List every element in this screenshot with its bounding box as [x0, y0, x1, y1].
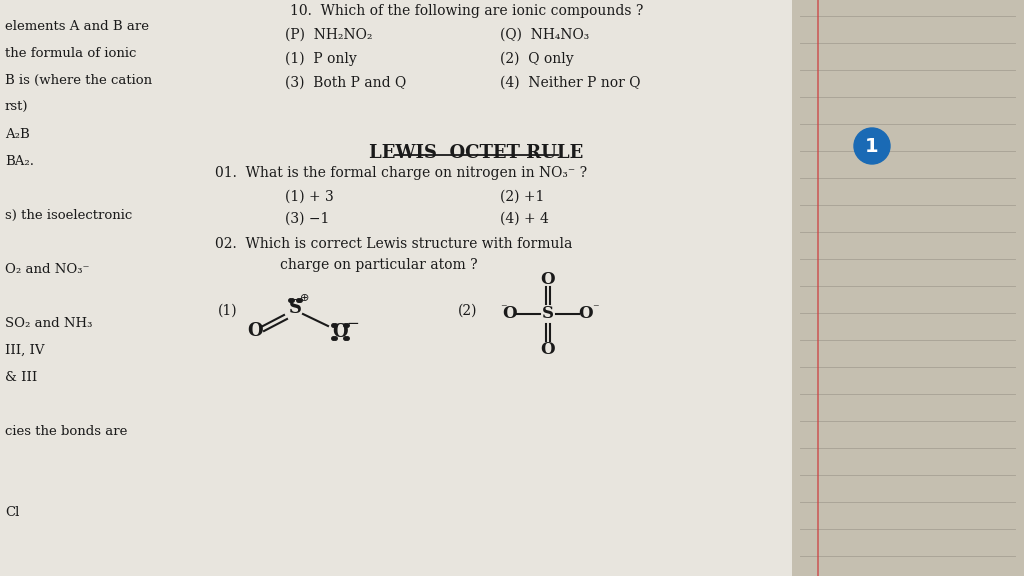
Text: LEWIS  OCTET RULE: LEWIS OCTET RULE [369, 144, 583, 162]
Text: (2): (2) [458, 304, 477, 318]
Text: S: S [542, 305, 554, 323]
Text: (P)  NH₂NO₂: (P) NH₂NO₂ [285, 28, 373, 42]
Text: ⊕: ⊕ [300, 293, 309, 303]
Text: ⁻: ⁻ [592, 302, 598, 316]
Text: the formula of ionic: the formula of ionic [5, 47, 136, 60]
Text: 10.  Which of the following are ionic compounds ?: 10. Which of the following are ionic com… [290, 4, 643, 18]
Text: & III: & III [5, 371, 37, 384]
Text: B is (where the cation: B is (where the cation [5, 74, 153, 87]
Text: O: O [332, 323, 348, 341]
Text: elements A and B are: elements A and B are [5, 20, 150, 33]
Text: (2) +1: (2) +1 [500, 190, 545, 204]
Text: (4)  Neither P nor Q: (4) Neither P nor Q [500, 76, 640, 90]
Text: O: O [579, 305, 593, 323]
Text: S: S [289, 299, 301, 317]
Text: s) the isoelectronic: s) the isoelectronic [5, 209, 132, 222]
Text: 02.  Which is correct Lewis structure with formula: 02. Which is correct Lewis structure wit… [215, 237, 572, 251]
Text: A₂B: A₂B [5, 128, 30, 141]
Text: (3)  Both P and Q: (3) Both P and Q [285, 76, 407, 90]
Text: (2)  Q only: (2) Q only [500, 52, 573, 66]
Text: Cl: Cl [5, 506, 19, 519]
Text: −: − [347, 316, 359, 331]
Text: III, IV: III, IV [5, 344, 44, 357]
Text: O: O [503, 305, 517, 323]
Circle shape [854, 128, 890, 164]
Text: charge on particular atom ?: charge on particular atom ? [280, 258, 477, 272]
FancyBboxPatch shape [0, 0, 792, 576]
Text: BA₂.: BA₂. [5, 155, 34, 168]
Text: (4) + 4: (4) + 4 [500, 212, 549, 226]
Text: (1) + 3: (1) + 3 [285, 190, 334, 204]
Text: ⁻: ⁻ [500, 302, 506, 316]
Text: cies the bonds are: cies the bonds are [5, 425, 127, 438]
Text: 1: 1 [865, 137, 879, 156]
FancyBboxPatch shape [792, 0, 1024, 576]
Text: (1): (1) [218, 304, 238, 318]
Text: SO₂ and NH₃: SO₂ and NH₃ [5, 317, 92, 330]
Text: 01.  What is the formal charge on nitrogen in NO₃⁻ ?: 01. What is the formal charge on nitroge… [215, 166, 587, 180]
Text: O: O [247, 322, 263, 340]
Text: O₂ and NO₃⁻: O₂ and NO₃⁻ [5, 263, 89, 276]
Text: O: O [541, 340, 555, 358]
Text: (Q)  NH₄NO₃: (Q) NH₄NO₃ [500, 28, 589, 42]
Text: (3) −1: (3) −1 [285, 212, 330, 226]
Text: rst): rst) [5, 101, 29, 114]
Text: O: O [541, 271, 555, 287]
Text: (1)  P only: (1) P only [285, 52, 356, 66]
